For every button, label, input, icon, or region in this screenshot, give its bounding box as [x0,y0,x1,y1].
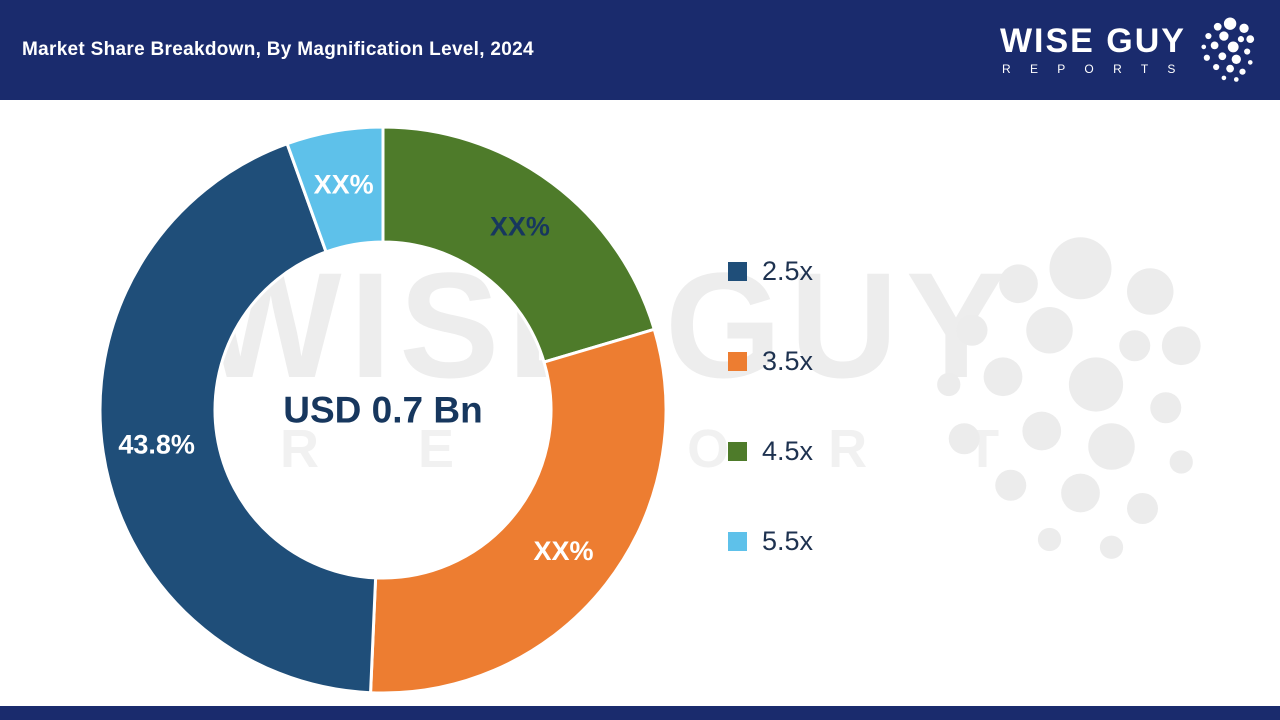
donut-slices [98,125,668,695]
legend-label: 4.5x [762,435,814,466]
donut-slice-3.5x [369,327,668,695]
chart-legend: 2.5x 3.5x 4.5x 5.5x [728,255,813,615]
legend-swatch [728,531,747,551]
donut-slice-5.5x [285,125,385,254]
chart-center-value: USD 0.7 Bn [283,390,482,431]
slice-label-4.5x: XX% [490,211,550,241]
logo-name: WISE GUY [999,22,1186,60]
legend-item-4.5x: 4.5x [728,435,813,467]
legend-label: 2.5x [762,255,814,286]
legend-label: 5.5x [762,525,814,556]
donut-chart: XX% XX% 43.8% XX% USD 0.7 Bn [98,125,668,695]
logo-head-icon [1196,15,1258,85]
header-bar: Market Share Breakdown, By Magnification… [0,0,1280,100]
page-title: Market Share Breakdown, By Magnification… [22,39,534,60]
legend-item-3.5x: 3.5x [728,345,813,377]
logo-tagline: R E P O R T S [1001,62,1184,76]
legend-swatch [728,351,747,371]
legend-item-5.5x: 5.5x [728,525,813,557]
legend-swatch [728,441,747,461]
slice-label-5.5x: XX% [314,169,374,199]
donut-slice-2.5x [98,142,378,695]
legend-swatch [728,261,747,281]
donut-slice-4.5x [381,125,656,364]
logo-text: WISE GUY R E P O R T S [1000,24,1186,76]
watermark-head-icon [910,180,1220,620]
chart-area: WISE GUY R E P O R T S XX%XX%43.8%XX% US… [0,100,1280,706]
brand-logo: WISE GUY R E P O R T S [1000,15,1258,85]
donut-slice-labels: XX% XX% 43.8% XX% [118,169,593,566]
slice-label-3.5x: XX% [533,536,593,566]
legend-item-2.5x: 2.5x [728,255,813,287]
footer-bar [0,706,1280,720]
legend-label: 3.5x [762,345,814,376]
slice-label-2.5x: 43.8% [118,429,195,459]
